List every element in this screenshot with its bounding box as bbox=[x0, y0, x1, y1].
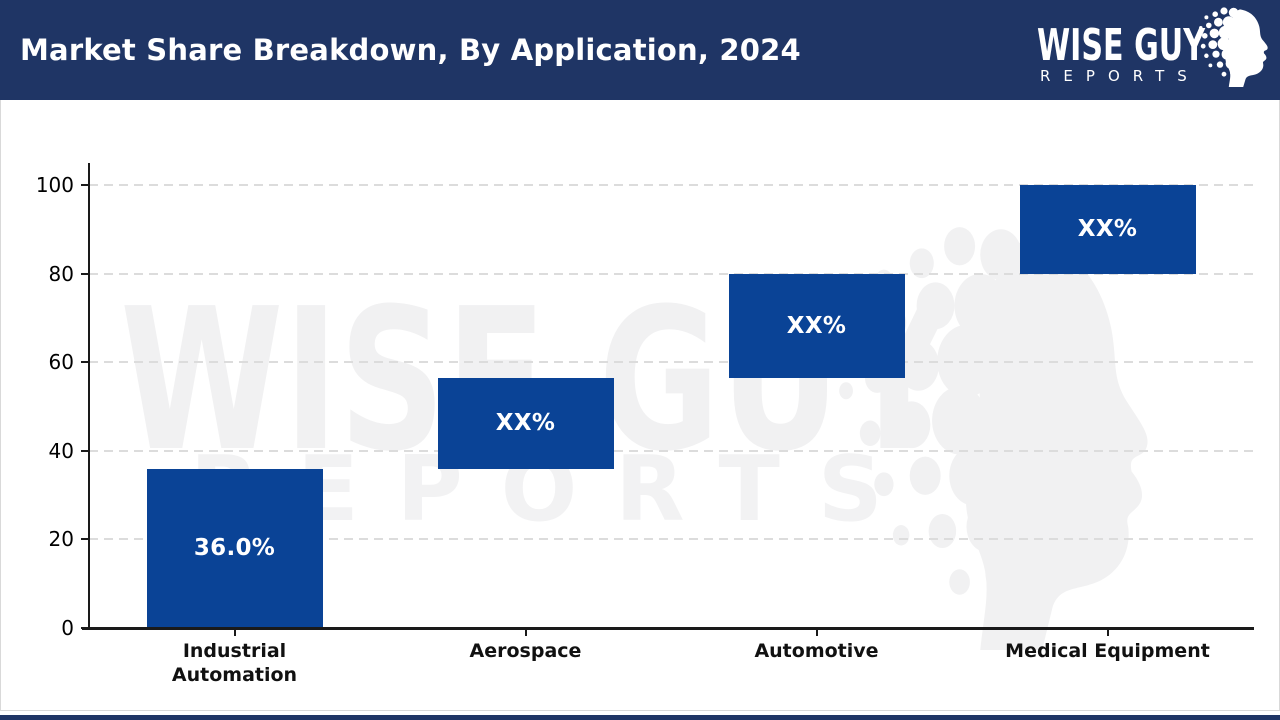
wise-guy-logo: WISE GUY REPORTS bbox=[1037, 7, 1268, 87]
gridline-20 bbox=[89, 538, 1253, 541]
logo-head-icon bbox=[1196, 7, 1268, 87]
y-tick-label: 100 bbox=[35, 173, 74, 198]
x-category-label: Medical Equipment bbox=[1005, 640, 1210, 662]
bar-2: XX% bbox=[437, 377, 614, 469]
y-tick-mark bbox=[81, 184, 89, 187]
y-tick-label: 40 bbox=[48, 438, 74, 463]
x-tick-mark bbox=[1106, 630, 1109, 636]
x-category-label: Industrial Automation bbox=[171, 640, 298, 687]
gridline-80 bbox=[89, 272, 1253, 275]
x-axis-line bbox=[82, 627, 1254, 630]
y-tick-mark bbox=[81, 449, 89, 452]
x-tick-mark bbox=[233, 630, 236, 636]
y-axis-line bbox=[88, 163, 90, 630]
header-bar: Market Share Breakdown, By Application, … bbox=[0, 0, 1280, 100]
bar-value-label: 36.0% bbox=[193, 535, 276, 562]
footer-bar bbox=[0, 715, 1280, 720]
y-tick-label: 20 bbox=[48, 527, 74, 552]
logo-wordmark: WISE GUY bbox=[1037, 20, 1206, 71]
y-tick-label: 80 bbox=[48, 261, 74, 286]
bar-value-label: XX% bbox=[1077, 216, 1138, 243]
gridline-100 bbox=[89, 184, 1253, 187]
gridline-40 bbox=[89, 449, 1253, 452]
x-tick-mark bbox=[524, 630, 527, 636]
y-tick-mark bbox=[81, 538, 89, 541]
y-tick-label: 0 bbox=[61, 616, 74, 640]
bar-4: XX% bbox=[1019, 185, 1196, 274]
page-title: Market Share Breakdown, By Application, … bbox=[20, 33, 801, 67]
bar-1: 36.0% bbox=[146, 468, 323, 628]
logo-reports-text: REPORTS bbox=[1040, 67, 1200, 85]
x-tick-mark bbox=[815, 630, 818, 636]
gridline-60 bbox=[89, 361, 1253, 364]
bar-3: XX% bbox=[728, 273, 905, 378]
x-category-label: Aerospace bbox=[469, 640, 582, 662]
y-tick-mark bbox=[81, 272, 89, 275]
y-tick-mark bbox=[81, 361, 89, 364]
y-tick-mark bbox=[81, 627, 89, 629]
bar-value-label: XX% bbox=[786, 312, 847, 339]
x-category-label: Automotive bbox=[754, 640, 879, 662]
y-tick-label: 60 bbox=[48, 350, 74, 375]
bar-value-label: XX% bbox=[495, 410, 556, 437]
